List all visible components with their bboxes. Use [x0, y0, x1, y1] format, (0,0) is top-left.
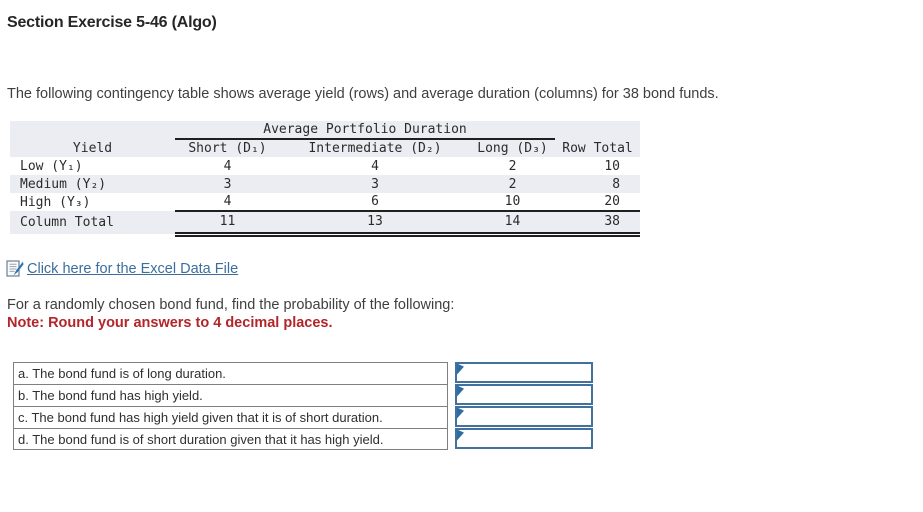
contingency-table: Average Portfolio Duration Yield Short (…	[10, 121, 641, 237]
cell-value: 4	[223, 158, 232, 174]
table-span-header-row: Average Portfolio Duration	[10, 121, 641, 140]
answer-label: d. The bond fund is of short duration gi…	[13, 427, 448, 450]
cell-value: 13	[280, 211, 470, 237]
answer-label: a. The bond fund is of long duration.	[13, 361, 448, 384]
table-column-header-row: Yield Short (D₁) Intermediate (D₂) Long …	[10, 139, 641, 157]
page-title: Section Exercise 5-46 (Algo)	[7, 14, 217, 31]
answer-row-a: a. The bond fund is of long duration.	[13, 361, 923, 384]
cell-grand-total: 38	[555, 211, 641, 237]
answer-input-box[interactable]	[455, 427, 593, 449]
cell-value: 2	[508, 176, 517, 192]
col-header-intermediate: Intermediate (D₂)	[308, 141, 442, 156]
rounding-note: Note: Round your answers to 4 decimal pl…	[7, 314, 333, 331]
cell-value: 4	[175, 193, 280, 212]
answer-input-b[interactable]	[457, 385, 591, 403]
answer-marker-icon	[457, 429, 464, 441]
answer-input-box[interactable]	[455, 405, 593, 427]
answer-row-d: d. The bond fund is of short duration gi…	[13, 427, 923, 450]
row-label: High (Y₃)	[20, 194, 91, 210]
cell-row-total: 8	[612, 176, 621, 192]
answer-table: a. The bond fund is of long duration. b.…	[13, 361, 923, 450]
answer-input-box[interactable]	[455, 361, 593, 383]
answer-input-a[interactable]	[457, 363, 591, 381]
corner-header: Yield	[72, 140, 113, 156]
cell-value: 3	[223, 176, 232, 192]
cell-value: 4	[371, 158, 379, 174]
cell-row-total: 10	[604, 158, 621, 174]
col-header-short: Short (D₁)	[188, 141, 267, 156]
col-header-row-total: Row Total	[562, 140, 633, 156]
excel-file-icon	[6, 259, 24, 278]
table-row-low: Low (Y₁) 4 4 2 10	[10, 157, 640, 175]
excel-link-row: Click here for the Excel Data File	[6, 259, 923, 279]
table-row-high: High (Y₃) 4 6 10 20	[10, 193, 641, 212]
question-prompt: For a randomly chosen bond fund, find th…	[7, 296, 455, 313]
cell-value: 11	[175, 211, 280, 237]
row-label: Low (Y₁)	[20, 158, 83, 174]
row-label: Medium (Y₂)	[20, 176, 107, 192]
cell-value: 2	[508, 158, 517, 174]
answer-input-d[interactable]	[457, 429, 591, 447]
answer-label: c. The bond fund has high yield given th…	[13, 405, 448, 428]
span-header: Average Portfolio Duration	[175, 121, 556, 140]
cell-value: 3	[371, 176, 379, 192]
cell-value: 10	[470, 193, 556, 212]
cell-row-total: 20	[555, 193, 641, 212]
answer-label: b. The bond fund has high yield.	[13, 383, 448, 406]
answer-input-box[interactable]	[455, 383, 593, 405]
answer-marker-icon	[457, 407, 464, 419]
table-row-column-total: Column Total 11 13 14 38	[10, 211, 641, 237]
table-row-medium: Medium (Y₂) 3 3 2 8	[10, 175, 641, 193]
cell-value: 14	[470, 211, 556, 237]
answer-row-b: b. The bond fund has high yield.	[13, 383, 923, 406]
answer-input-c[interactable]	[457, 407, 591, 425]
answer-marker-icon	[457, 363, 464, 375]
row-label: Column Total	[20, 215, 114, 230]
cell-value: 6	[280, 193, 470, 212]
intro-text: The following contingency table shows av…	[7, 86, 719, 102]
answer-row-c: c. The bond fund has high yield given th…	[13, 405, 923, 428]
excel-data-file-link[interactable]: Click here for the Excel Data File	[27, 260, 239, 277]
col-header-long: Long (D₃)	[477, 141, 548, 156]
exercise-page: Section Exercise 5-46 (Algo) The followi…	[0, 14, 923, 512]
answer-marker-icon	[457, 385, 464, 397]
